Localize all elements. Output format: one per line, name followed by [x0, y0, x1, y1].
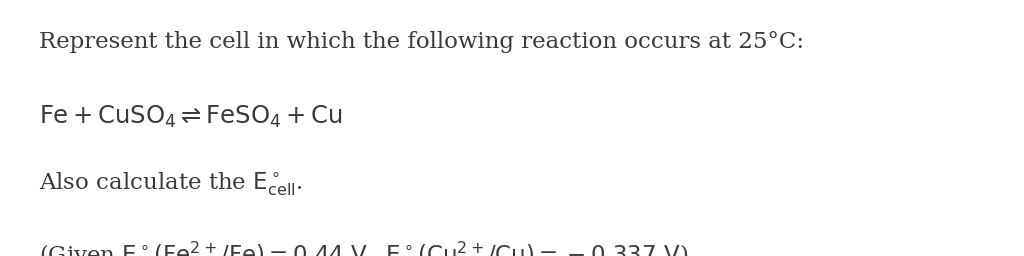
Text: (Given $\mathrm{E^\circ(Fe^{2+}/Fe) = 0.44\ V,\ E^\circ(Cu^{2+}/Cu) = -0.337\ V}: (Given $\mathrm{E^\circ(Fe^{2+}/Fe) = 0.…: [39, 239, 688, 256]
Text: Represent the cell in which the following reaction occurs at 25°C:: Represent the cell in which the followin…: [39, 31, 804, 53]
Text: $\mathrm{Fe + CuSO_4 \rightleftharpoons FeSO_4 + Cu}$: $\mathrm{Fe + CuSO_4 \rightleftharpoons …: [39, 104, 343, 130]
Text: Also calculate the $\mathrm{E^\circ_{cell}}$.: Also calculate the $\mathrm{E^\circ_{cel…: [39, 170, 303, 198]
